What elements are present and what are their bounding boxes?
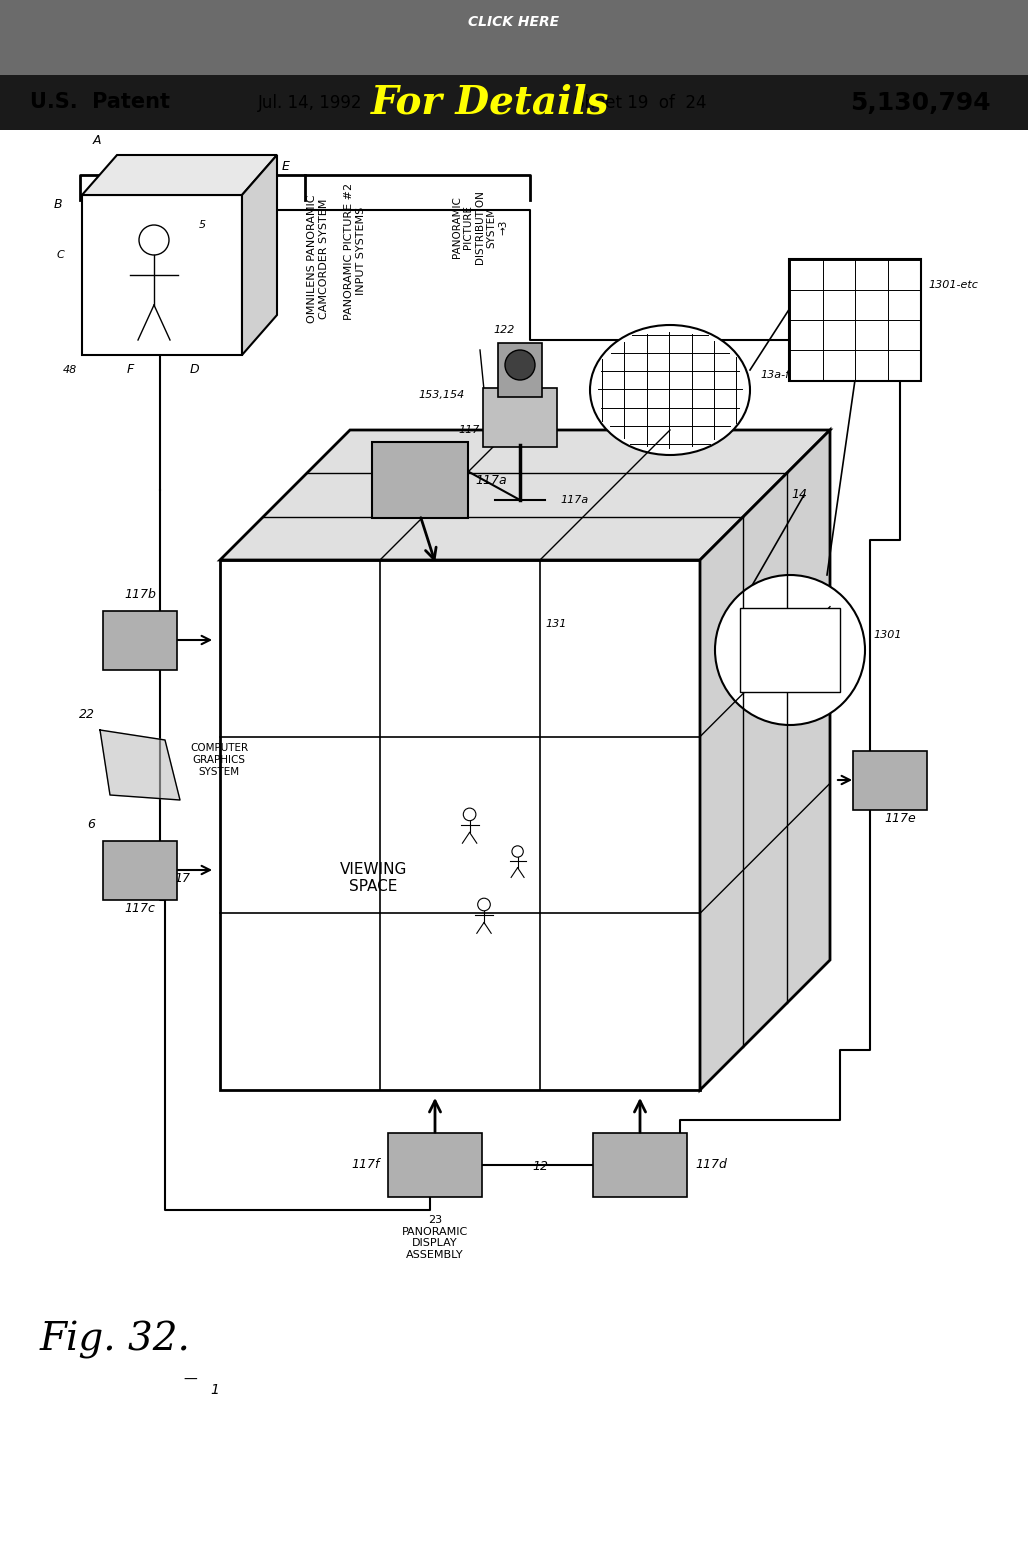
Text: A: A bbox=[93, 134, 101, 147]
FancyBboxPatch shape bbox=[740, 609, 840, 692]
Text: PANORAMIC PICTURE #2
INPUT SYSTEMS: PANORAMIC PICTURE #2 INPUT SYSTEMS bbox=[344, 182, 366, 320]
Text: E: E bbox=[282, 161, 290, 173]
Text: 17: 17 bbox=[174, 871, 190, 884]
Text: 13a-f: 13a-f bbox=[760, 369, 790, 380]
Polygon shape bbox=[242, 154, 277, 355]
Text: 1: 1 bbox=[211, 1383, 219, 1397]
Text: For Details: For Details bbox=[371, 83, 610, 122]
Text: 117e: 117e bbox=[884, 813, 916, 825]
Text: F: F bbox=[126, 363, 134, 375]
Text: U.S.  Patent: U.S. Patent bbox=[30, 93, 170, 113]
Text: 117c: 117c bbox=[124, 902, 155, 915]
Circle shape bbox=[715, 575, 865, 725]
Text: 6: 6 bbox=[87, 819, 95, 831]
Text: 117f: 117f bbox=[352, 1159, 380, 1171]
Polygon shape bbox=[220, 430, 830, 559]
FancyBboxPatch shape bbox=[372, 442, 468, 518]
Text: 117a: 117a bbox=[560, 494, 588, 505]
Text: 153,154: 153,154 bbox=[418, 389, 465, 400]
Text: 5: 5 bbox=[198, 219, 206, 230]
FancyBboxPatch shape bbox=[103, 610, 177, 671]
Text: 23
PANORAMIC
DISPLAY
ASSEMBLY: 23 PANORAMIC DISPLAY ASSEMBLY bbox=[402, 1214, 468, 1259]
Text: Sheet 19  of  24: Sheet 19 of 24 bbox=[574, 94, 706, 111]
Text: 117d: 117d bbox=[695, 1159, 727, 1171]
FancyBboxPatch shape bbox=[498, 343, 542, 397]
FancyBboxPatch shape bbox=[593, 1132, 687, 1197]
Text: VIEWING
SPACE: VIEWING SPACE bbox=[340, 862, 407, 895]
FancyBboxPatch shape bbox=[790, 260, 921, 382]
Text: Fig. 32.: Fig. 32. bbox=[39, 1321, 190, 1360]
Text: 12: 12 bbox=[533, 1160, 548, 1173]
Ellipse shape bbox=[590, 324, 750, 454]
Text: 5,130,794: 5,130,794 bbox=[850, 91, 990, 114]
Text: —: — bbox=[183, 1374, 197, 1387]
Text: 14: 14 bbox=[791, 488, 807, 502]
Text: OMNILENS PANORAMIC
CAMCORDER SYSTEM: OMNILENS PANORAMIC CAMCORDER SYSTEM bbox=[307, 195, 329, 323]
Text: C: C bbox=[57, 250, 64, 260]
FancyBboxPatch shape bbox=[388, 1132, 482, 1197]
Text: 22: 22 bbox=[79, 709, 95, 722]
Polygon shape bbox=[82, 154, 277, 195]
Text: 131: 131 bbox=[545, 618, 566, 629]
FancyBboxPatch shape bbox=[103, 840, 177, 901]
Text: 48: 48 bbox=[63, 365, 77, 375]
Text: PANORAMIC
PICTURE
DISTRIBUTION
SYSTEM
→3: PANORAMIC PICTURE DISTRIBUTION SYSTEM →3 bbox=[451, 190, 508, 264]
Text: CLICK HERE: CLICK HERE bbox=[469, 15, 559, 29]
Text: D: D bbox=[189, 363, 198, 375]
Text: COMPUTER
GRAPHICS
SYSTEM: COMPUTER GRAPHICS SYSTEM bbox=[190, 743, 248, 777]
Text: 117a: 117a bbox=[475, 473, 507, 487]
Polygon shape bbox=[82, 195, 242, 355]
Text: 117: 117 bbox=[458, 425, 480, 436]
FancyBboxPatch shape bbox=[0, 130, 1028, 1545]
Polygon shape bbox=[100, 729, 180, 800]
Circle shape bbox=[505, 351, 535, 380]
Polygon shape bbox=[220, 559, 700, 1091]
FancyBboxPatch shape bbox=[0, 0, 1028, 76]
Polygon shape bbox=[700, 430, 830, 1091]
Text: Jul. 14, 1992: Jul. 14, 1992 bbox=[258, 94, 362, 111]
FancyBboxPatch shape bbox=[0, 76, 1028, 130]
FancyBboxPatch shape bbox=[483, 388, 557, 447]
Text: 122: 122 bbox=[493, 324, 515, 335]
Text: 1301: 1301 bbox=[873, 630, 902, 640]
Text: 1301-etc: 1301-etc bbox=[928, 280, 978, 290]
Text: B: B bbox=[53, 198, 62, 212]
FancyBboxPatch shape bbox=[853, 751, 927, 810]
Text: 117b: 117b bbox=[124, 589, 156, 601]
